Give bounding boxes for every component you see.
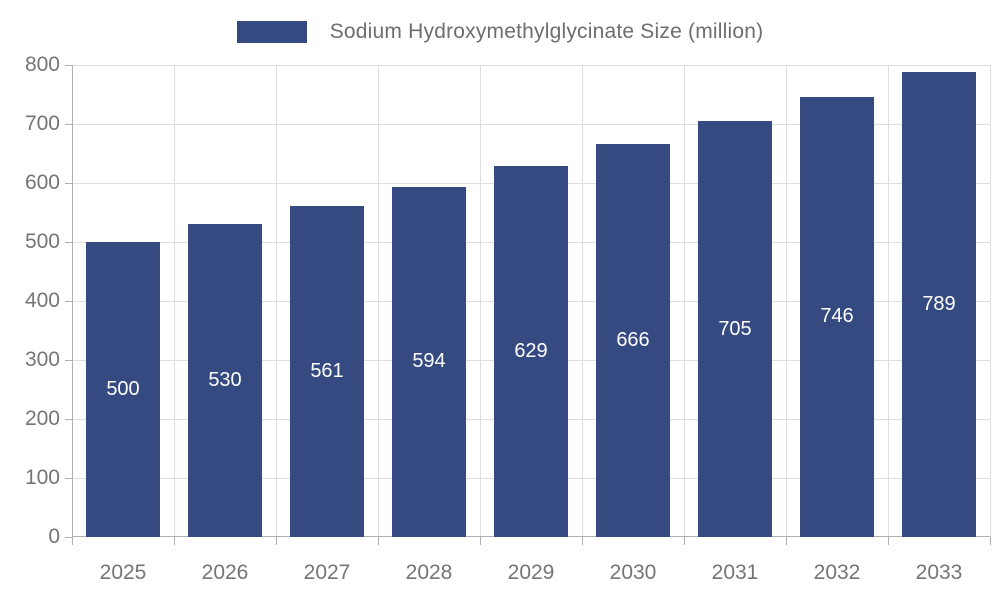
x-gridline: [887, 65, 889, 537]
bar-value-label: 594: [412, 350, 446, 373]
y-axis-label: 200: [24, 407, 60, 430]
bar-value-label: 561: [310, 360, 344, 382]
bar-value-label: 705: [718, 317, 752, 340]
x-axis-tick: [377, 537, 379, 545]
y-axis-tick: [65, 64, 72, 66]
x-axis-tick: [785, 537, 787, 545]
bar-value-label: 746: [820, 305, 854, 328]
y-gridline: [72, 123, 990, 125]
legend-label: Sodium Hydroxymethylglycinate Size (mill…: [329, 20, 764, 43]
x-axis-tick: [479, 537, 481, 545]
y-axis-label: 700: [24, 112, 60, 135]
y-axis-tick: [65, 182, 72, 184]
x-axis-label: 2030: [609, 561, 657, 584]
y-axis-tick: [65, 300, 72, 302]
x-gridline: [377, 65, 379, 537]
x-axis-label: 2031: [711, 561, 759, 584]
bar: 705: [698, 121, 772, 537]
y-axis-tick: [65, 359, 72, 361]
x-gridline: [173, 65, 175, 537]
bar-value-label: 629: [514, 339, 548, 362]
y-axis-label: 600: [24, 171, 60, 194]
y-axis-label: 300: [24, 348, 60, 371]
bar: 561: [290, 206, 364, 537]
x-gridline: [479, 65, 481, 537]
x-axis-label: 2025: [99, 561, 147, 584]
y-axis-tick: [65, 477, 72, 479]
y-axis-line: [72, 65, 73, 537]
x-axis-label: 2027: [303, 561, 351, 584]
bar-value-label: 500: [106, 378, 140, 400]
legend: Sodium Hydroxymethylglycinate Size (mill…: [0, 14, 1000, 50]
y-axis-label: 100: [24, 466, 60, 489]
x-axis-label: 2026: [201, 561, 249, 584]
x-axis-tick: [989, 537, 991, 545]
x-axis-label: 2033: [915, 561, 963, 584]
x-gridline: [581, 65, 583, 537]
bar: 789: [902, 71, 976, 537]
y-axis-tick: [65, 123, 72, 125]
x-axis-tick: [581, 537, 583, 545]
bar-value-label: 530: [208, 369, 242, 392]
x-gridline: [275, 65, 277, 537]
bar: 594: [392, 186, 466, 537]
y-axis-label: 800: [24, 53, 60, 76]
x-gridline: [989, 65, 991, 537]
legend-swatch-icon: [236, 21, 307, 43]
x-axis-label: 2028: [405, 561, 453, 584]
x-axis-tick: [173, 537, 175, 545]
y-axis-label: 0: [48, 525, 60, 548]
x-axis-tick: [71, 537, 73, 545]
y-gridline: [72, 64, 990, 66]
y-axis-label: 400: [24, 289, 60, 312]
bar-value-label: 666: [616, 329, 650, 352]
x-axis-tick: [275, 537, 277, 545]
bar: 666: [596, 144, 670, 537]
bar: 746: [800, 96, 874, 537]
x-axis-label: 2032: [813, 561, 861, 584]
y-axis-tick: [65, 536, 72, 538]
plot-area: 0 100 200 300 400 500 600 700 800 500 2025 530 2026 5…: [25, 53, 991, 584]
x-axis-tick: [887, 537, 889, 545]
bar: 629: [494, 165, 568, 537]
x-gridline: [683, 65, 685, 537]
x-axis-tick: [683, 537, 685, 545]
x-axis-label: 2029: [507, 561, 555, 584]
bar-value-label: 789: [922, 292, 956, 315]
x-gridline: [785, 65, 787, 537]
y-axis-tick: [65, 418, 72, 420]
y-axis-tick: [65, 241, 72, 243]
bar: 530: [188, 224, 262, 537]
bar: 500: [86, 242, 160, 537]
y-axis-label: 500: [24, 230, 60, 253]
